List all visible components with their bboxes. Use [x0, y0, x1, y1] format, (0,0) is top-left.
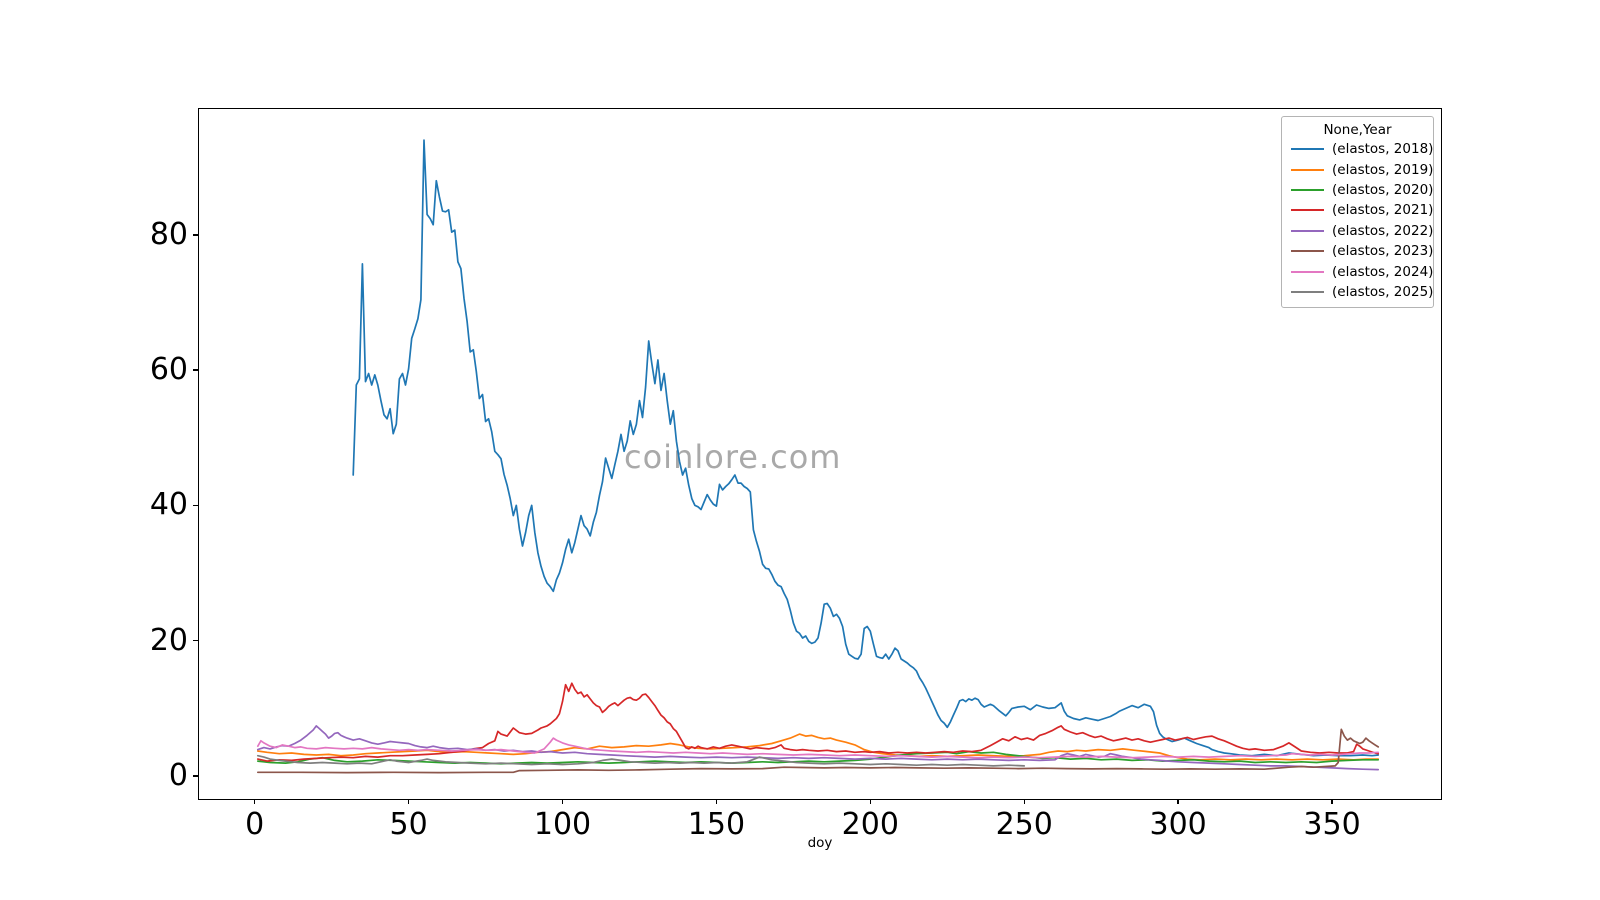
x-tick-mark: [407, 799, 410, 804]
x-tick-mark: [715, 799, 718, 804]
x-tick-mark: [561, 799, 564, 804]
x-tick-label: 250: [995, 807, 1053, 842]
plot-area: doy None,Year (elastos, 2018) (elastos, 2…: [150, 108, 1442, 851]
x-tick-mark: [1331, 799, 1333, 804]
x-tick-label: 150: [687, 807, 746, 842]
y-tick-label: 0: [168, 758, 188, 793]
series-line-2025: [256, 754, 1026, 767]
legend-swatch-2023: [1291, 250, 1324, 253]
series-line-2021: [256, 682, 1380, 762]
legend-title: None,Year: [1323, 122, 1392, 138]
legend-entry-2024: (elastos, 2024): [1288, 261, 1433, 281]
y-tick-label: 40: [149, 487, 188, 523]
y-tick-label: 80: [149, 216, 188, 252]
x-tick-label: 0: [245, 807, 265, 842]
legend-entry-2021: (elastos, 2021): [1288, 200, 1433, 220]
series-line-2018: [352, 139, 1380, 757]
legend: None,Year (elastos, 2018) (elastos, 2019)…: [1281, 116, 1434, 309]
legend-entries: (elastos, 2018) (elastos, 2019) (elastos, …: [1288, 139, 1433, 302]
x-tick-label: 300: [1149, 807, 1207, 842]
x-tick-mark: [1023, 799, 1025, 804]
y-tick-label: 60: [149, 352, 188, 388]
chart-lines: [256, 139, 1380, 774]
legend-entry-2022: (elastos, 2022): [1288, 221, 1433, 241]
legend-swatch-2019: [1291, 168, 1324, 171]
legend-entry-2020: (elastos, 2020): [1288, 180, 1433, 200]
legend-swatch-2025: [1291, 290, 1324, 293]
y-tick-mark: [192, 775, 198, 777]
x-tick-label: 350: [1303, 807, 1361, 842]
legend-label-2020: (elastos, 2020): [1332, 181, 1434, 198]
x-tick-mark: [869, 799, 872, 804]
x-tick-label: 200: [841, 807, 899, 842]
series-line-2024: [256, 737, 1380, 759]
legend-label-2023: (elastos, 2023): [1332, 243, 1434, 260]
x-tick-label: 100: [533, 807, 592, 842]
legend-label-2018: (elastos, 2018): [1332, 141, 1434, 158]
x-axis-label: doy: [807, 835, 833, 851]
legend-swatch-2018: [1291, 148, 1324, 151]
legend-swatch-2022: [1291, 229, 1324, 232]
legend-label-2021: (elastos, 2021): [1332, 202, 1434, 219]
legend-swatch-2024: [1291, 270, 1324, 273]
x-tick-label: 50: [389, 807, 428, 842]
legend-entry-2019: (elastos, 2019): [1288, 159, 1433, 179]
legend-swatch-2020: [1291, 188, 1324, 191]
legend-label-2019: (elastos, 2019): [1332, 161, 1434, 178]
y-tick-mark: [192, 640, 198, 642]
y-tick-mark: [192, 234, 198, 236]
x-tick-mark: [1177, 799, 1179, 804]
series-line-2023: [256, 728, 1380, 774]
legend-entry-2018: (elastos, 2018): [1288, 139, 1433, 159]
legend-swatch-2021: [1291, 209, 1324, 212]
y-tick-mark: [192, 504, 198, 507]
legend-label-2022: (elastos, 2022): [1332, 222, 1434, 239]
x-tick-mark: [254, 799, 256, 804]
y-tick-mark: [192, 369, 198, 371]
legend-label-2025: (elastos, 2025): [1332, 283, 1434, 300]
watermark: coinlore.com: [624, 438, 842, 476]
legend-entry-2023: (elastos, 2023): [1288, 241, 1433, 261]
legend-label-2024: (elastos, 2024): [1332, 263, 1434, 280]
series-line-2020: [256, 750, 1380, 765]
y-tick-label: 20: [149, 622, 188, 658]
legend-entry-2025: (elastos, 2025): [1288, 282, 1433, 302]
